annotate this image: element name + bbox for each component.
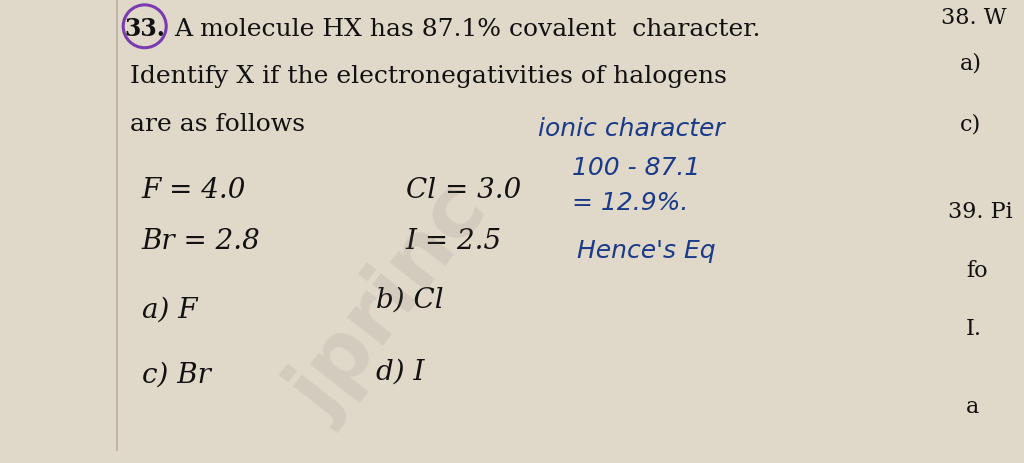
Text: 38. W: 38. W — [941, 6, 1007, 29]
Text: fo: fo — [966, 259, 988, 282]
Text: A molecule HX has 87.1% covalent  character.: A molecule HX has 87.1% covalent charact… — [174, 18, 761, 41]
Text: 100 - 87.1: 100 - 87.1 — [572, 155, 700, 179]
Text: are as follows: are as follows — [130, 113, 305, 136]
Text: 33.: 33. — [124, 17, 165, 41]
Text: = 12.9%.: = 12.9%. — [572, 190, 688, 214]
Text: b) Cl: b) Cl — [377, 286, 444, 313]
Text: a): a) — [961, 52, 982, 74]
Text: a) F: a) F — [141, 296, 198, 323]
Text: Cl = 3.0: Cl = 3.0 — [406, 176, 521, 203]
Text: F = 4.0: F = 4.0 — [141, 176, 246, 203]
Text: c) Br: c) Br — [141, 361, 211, 388]
Text: I = 2.5: I = 2.5 — [406, 228, 502, 255]
Text: c): c) — [961, 113, 981, 136]
Text: Hence's Eq: Hence's Eq — [577, 239, 716, 263]
Text: I.: I. — [966, 318, 982, 340]
Text: d) I: d) I — [377, 358, 425, 385]
Text: Br = 2.8: Br = 2.8 — [141, 228, 260, 255]
Text: 39. Pi: 39. Pi — [948, 201, 1013, 223]
Text: ionic character: ionic character — [538, 116, 724, 140]
Text: jprinc: jprinc — [276, 171, 506, 432]
Text: Identify X if the electronegativities of halogens: Identify X if the electronegativities of… — [130, 64, 727, 88]
Text: a: a — [966, 395, 979, 418]
